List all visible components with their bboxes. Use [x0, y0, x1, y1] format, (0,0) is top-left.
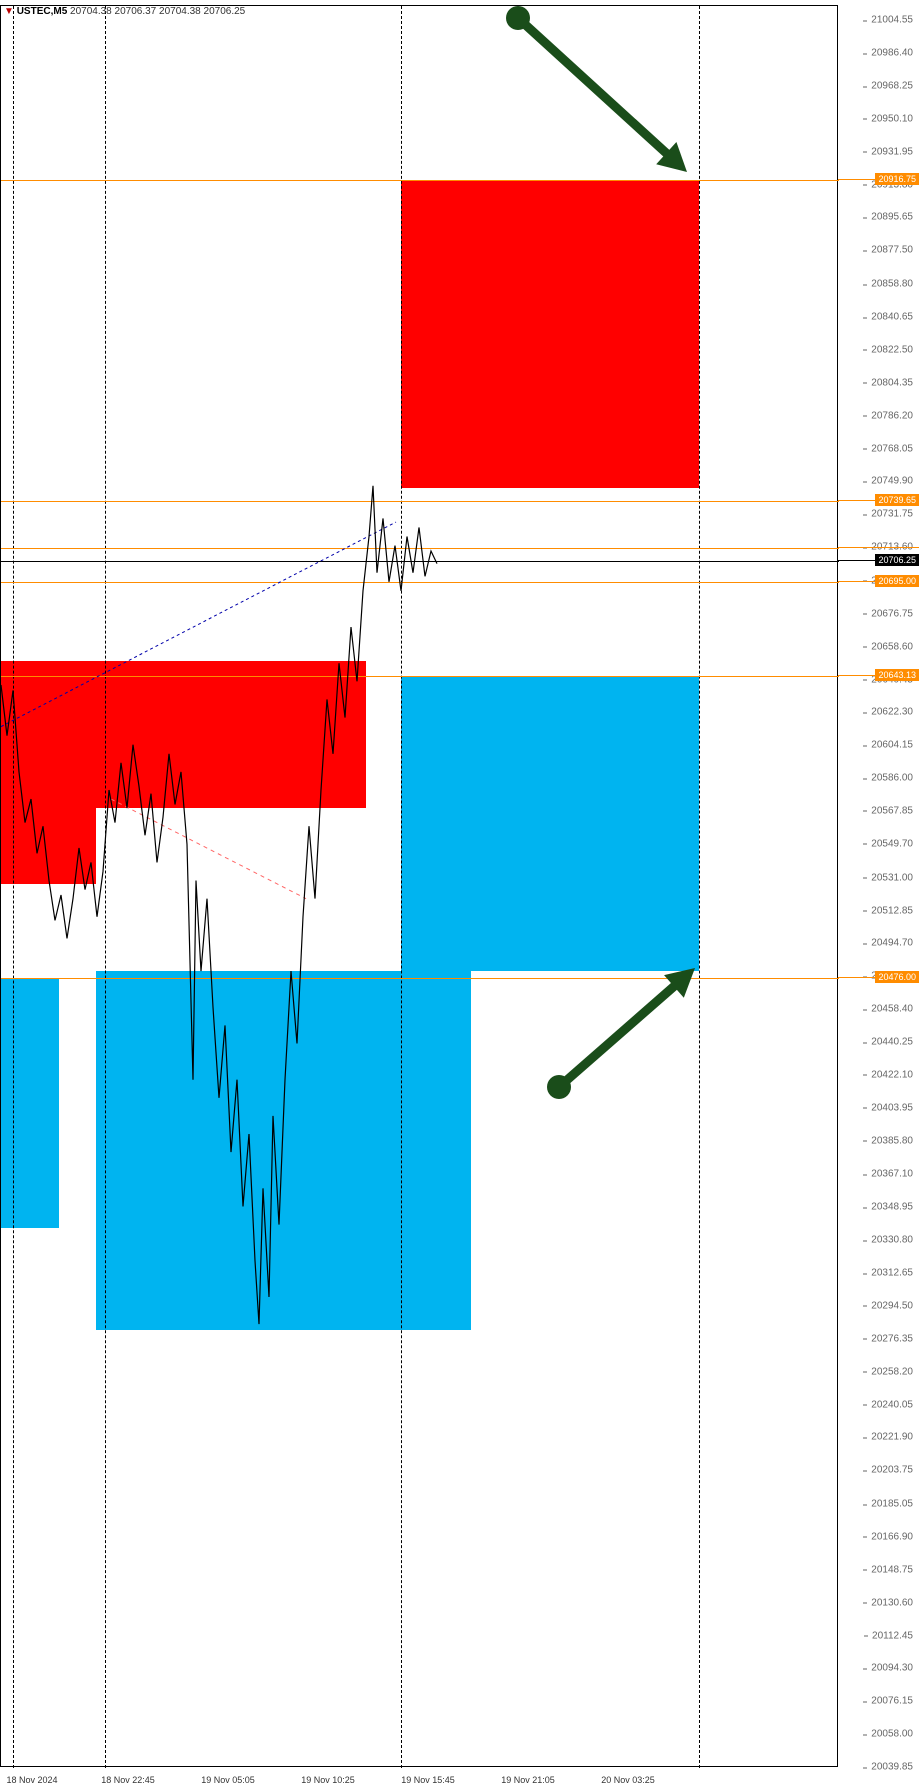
- y-tick: 20185.05: [871, 1499, 913, 1510]
- y-tick: 20877.50: [871, 245, 913, 256]
- y-tick: 20458.40: [871, 1004, 913, 1015]
- y-tick: 20567.85: [871, 805, 913, 816]
- y-tick: 20403.95: [871, 1102, 913, 1113]
- price-tag: 20695.00: [875, 575, 919, 587]
- y-tick: 20531.00: [871, 872, 913, 883]
- horizontal-line: [1, 676, 839, 677]
- y-tick: 20494.70: [871, 938, 913, 949]
- y-tick: 20768.05: [871, 443, 913, 454]
- horizontal-line: [1, 501, 839, 502]
- x-tick: 19 Nov 10:25: [301, 1775, 355, 1785]
- y-tick: 20749.90: [871, 476, 913, 487]
- y-tick: 20786.20: [871, 410, 913, 421]
- vertical-line: [105, 6, 106, 1768]
- y-tick: 20221.90: [871, 1432, 913, 1443]
- y-tick: 20586.00: [871, 773, 913, 784]
- y-tick: 20240.05: [871, 1399, 913, 1410]
- y-tick: 20076.15: [871, 1696, 913, 1707]
- price-tag: 20706.25: [875, 554, 919, 566]
- price-tag: 20476.00: [875, 971, 919, 983]
- y-tick: 20276.35: [871, 1333, 913, 1344]
- x-tick: 19 Nov 05:05: [201, 1775, 255, 1785]
- y-tick: 20094.30: [871, 1663, 913, 1674]
- vertical-line: [13, 6, 14, 1768]
- zone-demand-main: [401, 676, 699, 971]
- y-tick: 20658.60: [871, 641, 913, 652]
- y-tick: 21004.55: [871, 15, 913, 26]
- y-tick: 20676.75: [871, 608, 913, 619]
- y-tick: 20731.75: [871, 509, 913, 520]
- y-tick: 20294.50: [871, 1300, 913, 1311]
- y-tick: 20604.15: [871, 740, 913, 751]
- y-tick: 20166.90: [871, 1531, 913, 1542]
- y-tick: 20422.10: [871, 1069, 913, 1080]
- y-tick: 20549.70: [871, 838, 913, 849]
- y-tick: 20058.00: [871, 1729, 913, 1740]
- y-tick: 20312.65: [871, 1268, 913, 1279]
- horizontal-line: [1, 561, 839, 562]
- y-tick: 20130.60: [871, 1597, 913, 1608]
- vertical-line: [699, 6, 700, 1768]
- x-axis: 18 Nov 2024 18 Nov 22:45 19 Nov 05:05 19 No…: [0, 1767, 838, 1789]
- arrow-up: [547, 968, 695, 1099]
- y-tick: 20804.35: [871, 377, 913, 388]
- y-tick: 20203.75: [871, 1465, 913, 1476]
- y-tick: 20112.45: [872, 1630, 913, 1641]
- y-tick: 20367.10: [871, 1169, 913, 1180]
- plot-area[interactable]: [0, 5, 838, 1767]
- price-tag: 20916.75: [875, 173, 919, 185]
- y-tick: 20950.10: [871, 113, 913, 124]
- y-tick: 20895.65: [871, 212, 913, 223]
- horizontal-line: [1, 548, 839, 549]
- y-tick: 20348.95: [871, 1202, 913, 1213]
- zone-supply-left-b: [96, 661, 366, 808]
- horizontal-line: [1, 180, 839, 181]
- y-tick: 20258.20: [871, 1366, 913, 1377]
- y-tick: 20931.95: [871, 146, 913, 157]
- chart-container[interactable]: ▼ USTEC,M5 20704.38 20706.37 20704.38 20…: [0, 0, 919, 1789]
- zone-supply-left-a: [1, 661, 96, 884]
- ohlc-c: 20706.25: [204, 6, 246, 17]
- ohlc-l: 20704.38: [159, 6, 201, 17]
- ohlc-o: 20704.38: [70, 6, 112, 17]
- y-tick: 20440.25: [871, 1037, 913, 1048]
- x-tick: 19 Nov 15:45: [401, 1775, 455, 1785]
- price-tag: 20739.65: [875, 494, 919, 506]
- x-tick: 20 Nov 03:25: [601, 1775, 655, 1785]
- horizontal-line: [1, 978, 839, 979]
- y-tick: 20840.65: [871, 312, 913, 323]
- y-tick: 20968.25: [871, 81, 913, 92]
- zone-demand-left-b: [96, 971, 471, 1330]
- ohlc-h: 20706.37: [115, 6, 157, 17]
- y-tick: 20385.80: [871, 1135, 913, 1146]
- zone-supply-upper: [401, 180, 699, 487]
- y-tick: 20330.80: [871, 1235, 913, 1246]
- zone-demand-left-a: [1, 978, 59, 1228]
- y-tick: 20512.85: [871, 905, 913, 916]
- title-bar: ▼ USTEC,M5 20704.38 20706.37 20704.38 20…: [4, 6, 245, 17]
- x-tick: 18 Nov 22:45: [101, 1775, 155, 1785]
- y-tick: 20039.85: [871, 1762, 913, 1773]
- y-tick: 20822.50: [871, 344, 913, 355]
- x-tick: 19 Nov 21:05: [501, 1775, 555, 1785]
- y-tick: 20622.30: [871, 707, 913, 718]
- y-tick: 20148.75: [871, 1564, 913, 1575]
- y-axis: 21004.55 20986.40 20968.25 20950.10 20931.95…: [838, 5, 919, 1767]
- symbol-label: USTEC,M5: [17, 6, 68, 17]
- y-tick: 20986.40: [871, 48, 913, 59]
- vertical-line: [401, 6, 402, 1768]
- x-tick: 18 Nov 2024: [6, 1775, 57, 1785]
- horizontal-line: [1, 582, 839, 583]
- arrow-down: [506, 6, 687, 172]
- trend-line: [111, 799, 306, 899]
- y-tick: 20858.80: [871, 279, 913, 290]
- price-tag: 20643.13: [875, 669, 919, 681]
